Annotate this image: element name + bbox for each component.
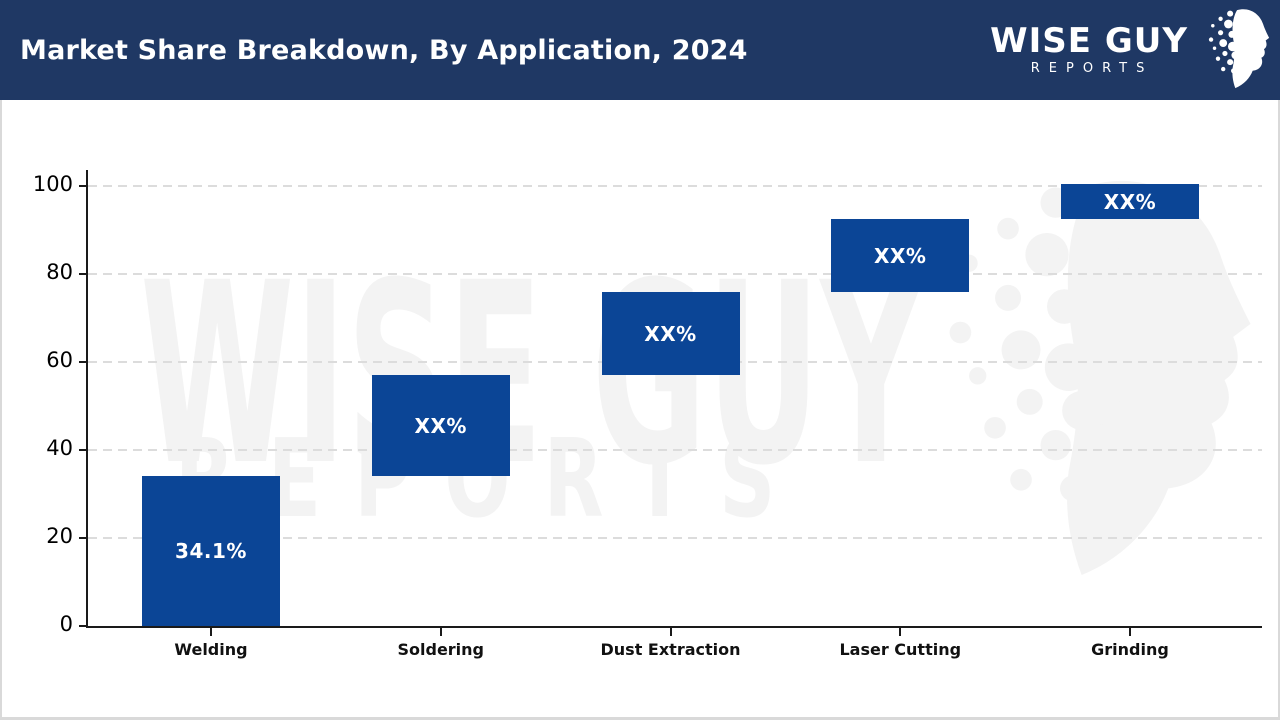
y-tick-label-20: 20: [46, 524, 73, 548]
y-tick-label-100: 100: [32, 172, 73, 196]
x-tick-4: [1129, 628, 1131, 636]
y-tick-label-80: 80: [46, 260, 73, 284]
x-category-label: Laser Cutting: [839, 640, 962, 659]
y-tick-0: [79, 625, 88, 627]
y-tick-100: [79, 185, 88, 187]
bar-grinding: XX%: [1061, 183, 1199, 220]
y-tick-label-40: 40: [46, 436, 73, 460]
x-category-label: Welding: [174, 640, 248, 659]
x-tick-2: [669, 628, 672, 636]
bar-dust-extraction: XX%: [601, 292, 740, 376]
brand-logo: WISE GUY REPORTS: [990, 6, 1280, 94]
x-category-label: Grinding: [1091, 640, 1169, 659]
bar-value-label: XX%: [644, 321, 697, 346]
bar-welding: 34.1%: [142, 475, 280, 626]
y-tick-label-60: 60: [46, 348, 73, 372]
bar-value-label: XX%: [874, 243, 927, 268]
brand-subtitle: REPORTS: [1030, 61, 1154, 76]
brand-logo-text: WISE GUY REPORTS: [990, 23, 1188, 77]
x-tick-0: [210, 628, 212, 636]
header-bar: Market Share Breakdown, By Application, …: [0, 0, 1280, 100]
y-axis-line: [86, 170, 88, 628]
bar-value-label: XX%: [414, 413, 467, 438]
page-title: Market Share Breakdown, By Application, …: [20, 34, 748, 66]
x-axis-line: [86, 626, 1262, 628]
bar-value-label: XX%: [1103, 189, 1157, 214]
bar-value-label: 34.1%: [175, 538, 247, 563]
x-tick-1: [439, 628, 442, 636]
x-category-label: Soldering: [397, 640, 485, 659]
x-tick-3: [899, 628, 902, 636]
y-tick-label-0: 0: [59, 612, 73, 636]
y-tick-40: [79, 449, 88, 451]
bar-soldering: XX%: [371, 375, 510, 476]
gridline-y-20: [88, 537, 1262, 539]
y-tick-80: [79, 273, 88, 275]
y-tick-20: [79, 537, 88, 539]
gridline-y-40: [88, 449, 1262, 451]
y-tick-60: [79, 361, 88, 363]
gridline-y-100: [88, 185, 1262, 187]
brand-name: WISE GUY: [990, 21, 1188, 61]
gridline-y-80: [88, 273, 1262, 275]
bar-laser-cutting: XX%: [831, 219, 970, 293]
wise-guy-head-icon: [1192, 6, 1270, 94]
x-category-label: Dust Extraction: [600, 640, 741, 659]
